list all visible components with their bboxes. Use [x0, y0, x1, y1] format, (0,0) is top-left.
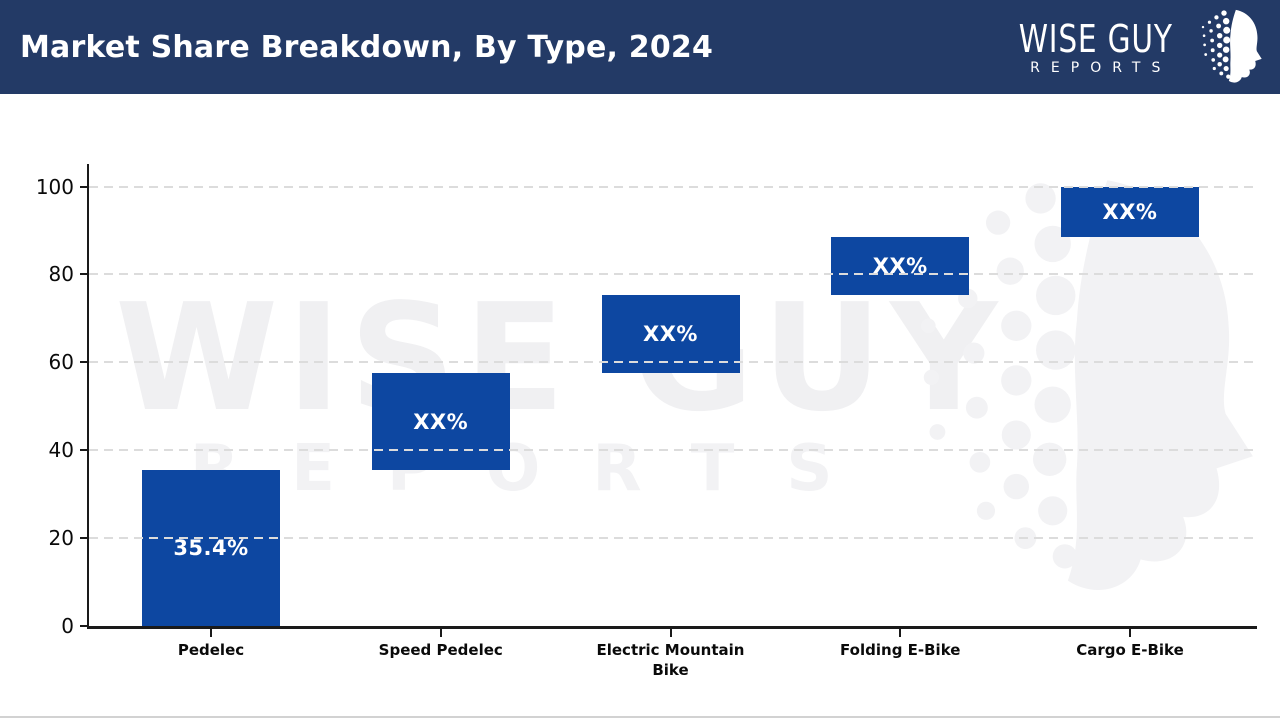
bar-segment: XX%	[1061, 186, 1199, 238]
logo-text: WISE GUY REPORTS	[997, 19, 1194, 76]
y-tick	[80, 449, 88, 452]
gridline	[89, 537, 1255, 540]
bar-value-label: XX%	[413, 409, 469, 434]
bar-segment: XX%	[601, 295, 740, 374]
y-tick	[80, 273, 88, 276]
gridline	[89, 361, 1255, 364]
x-tick	[439, 629, 442, 637]
x-tick	[669, 629, 672, 637]
wiseguy-logo: WISE GUY REPORTS	[997, 6, 1280, 88]
category-label: Speed Pedelec	[378, 641, 503, 659]
category-label: Electric Mountain Bike	[596, 641, 745, 680]
y-tick-label: 60	[48, 350, 74, 375]
category-label: Pedelec	[177, 641, 245, 659]
bar-value-label: XX%	[1102, 199, 1158, 224]
logo-subtext: REPORTS	[1030, 59, 1172, 76]
bar-value-label: XX%	[643, 322, 698, 347]
watermark-subtext: REPORTS	[190, 432, 885, 506]
y-tick-label: 40	[48, 438, 74, 463]
gridline	[89, 273, 1255, 276]
y-tick-label: 20	[48, 526, 74, 551]
y-tick-label: 80	[48, 262, 74, 287]
bar-segment: XX%	[371, 373, 510, 471]
y-tick	[80, 537, 88, 540]
category-label: Cargo E-Bike	[1076, 641, 1184, 659]
y-axis-line	[87, 164, 89, 629]
x-tick	[899, 629, 902, 637]
x-axis-line	[87, 626, 1257, 629]
y-tick	[80, 625, 88, 627]
y-tick	[80, 185, 88, 188]
x-tick	[210, 629, 212, 637]
bar-segment: XX%	[831, 237, 970, 296]
bar-value-label: 35.4%	[173, 536, 249, 561]
header-bar: Market Share Breakdown, By Type, 2024 WI…	[0, 0, 1280, 94]
gridline	[89, 449, 1255, 452]
category-label: Folding E-Bike	[840, 641, 961, 659]
gridline	[89, 185, 1255, 188]
footer-divider	[0, 716, 1280, 718]
watermark-wordmark: WISE GUY	[115, 272, 1006, 444]
logo-wordmark: WISE GUY	[1018, 16, 1173, 61]
wiseguy-face-icon	[1196, 6, 1266, 88]
page-title: Market Share Breakdown, By Type, 2024	[20, 29, 714, 65]
x-tick	[1129, 629, 1131, 637]
y-tick	[80, 361, 88, 364]
y-tick-label: 0	[61, 614, 74, 638]
bar-segment: 35.4%	[142, 470, 280, 626]
y-tick-label: 100	[35, 174, 74, 199]
